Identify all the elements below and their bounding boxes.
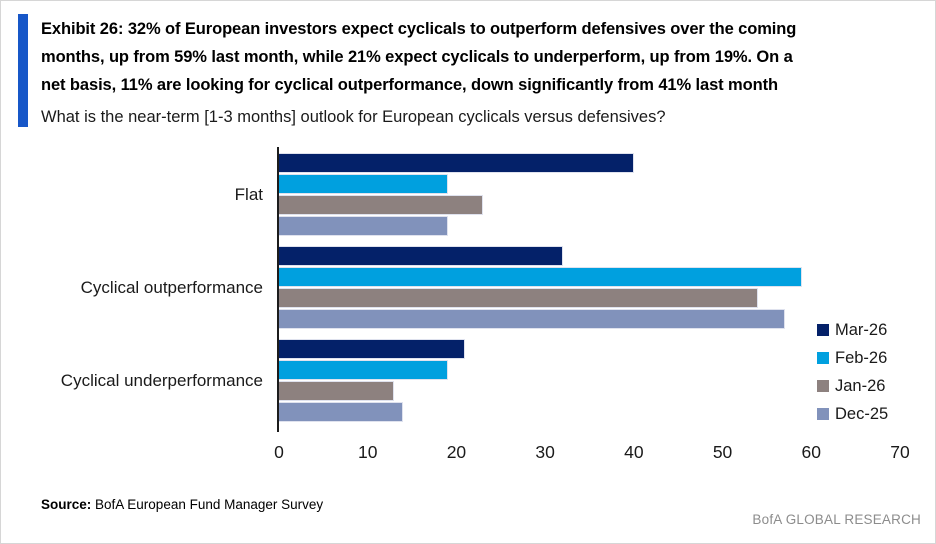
legend-label-dec-25: Dec-25 (835, 404, 889, 423)
chart-legend: Mar-26 Feb-26 Jan-26 Dec-25 (817, 316, 888, 428)
x-tick-label-50: 50 (712, 442, 733, 462)
legend-swatch-mar-26 (817, 324, 829, 336)
legend-swatch-jan-26 (817, 380, 829, 392)
exhibit-title: Exhibit 26: 32% of European investors ex… (41, 20, 797, 94)
brand-line: BofA GLOBAL RESEARCH (752, 512, 921, 527)
source-text: BofA European Fund Manager Survey (91, 497, 324, 512)
bar-feb-26-flat (279, 174, 448, 194)
legend-item-feb-26: Feb-26 (817, 344, 888, 372)
x-tick-label-40: 40 (624, 442, 644, 462)
x-tick-label-20: 20 (446, 442, 467, 462)
x-axis-ticks: 0 10 20 30 40 50 60 70 (274, 442, 910, 464)
x-tick-label-10: 10 (357, 442, 378, 462)
category-labels: Flat Cyclical outperformance Cyclical unde… (1, 149, 263, 430)
legend-swatch-dec-25 (817, 408, 829, 420)
legend-item-dec-25: Dec-25 (817, 400, 888, 428)
exhibit-question: What is the near-term [1-3 months] outlo… (41, 108, 666, 126)
bar-dec-25-flat (279, 216, 448, 236)
category-label-cyclical-outperformance: Cyclical outperformance (80, 278, 263, 297)
bar-jan-26-cyclical-outperformance (279, 288, 759, 308)
legend-item-mar-26: Mar-26 (817, 316, 888, 344)
bar-jan-26-cyclical-underperformance (279, 381, 395, 401)
source-label: Source: (41, 497, 92, 512)
bar-feb-26-cyclical-underperformance (279, 360, 448, 380)
category-label-cyclical-underperformance: Cyclical underperformance (60, 371, 263, 390)
y-axis-line (277, 147, 279, 432)
source-line: Source: BofA European Fund Manager Surve… (41, 497, 323, 512)
x-tick-label-60: 60 (801, 442, 822, 462)
bar-mar-26-flat (279, 153, 634, 173)
bar-jan-26-flat (279, 195, 484, 215)
bar-mar-26-cyclical-outperformance (279, 246, 563, 266)
bar-dec-25-cyclical-underperformance (279, 402, 404, 422)
bar-dec-25-cyclical-outperformance (279, 309, 785, 329)
exhibit-accent-bar (18, 14, 28, 127)
x-tick-label-30: 30 (535, 442, 555, 462)
bar-feb-26-cyclical-outperformance (279, 267, 803, 287)
legend-label-mar-26: Mar-26 (835, 320, 888, 339)
legend-swatch-feb-26 (817, 352, 829, 364)
bar-mar-26-cyclical-underperformance (279, 339, 466, 359)
x-tick-label-0: 0 (274, 442, 284, 462)
legend-label-feb-26: Feb-26 (835, 348, 888, 367)
legend-item-jan-26: Jan-26 (817, 372, 888, 400)
category-label-flat: Flat (234, 185, 263, 204)
legend-label-jan-26: Jan-26 (835, 376, 886, 395)
plot-area (279, 149, 900, 430)
x-tick-label-70: 70 (890, 442, 910, 462)
